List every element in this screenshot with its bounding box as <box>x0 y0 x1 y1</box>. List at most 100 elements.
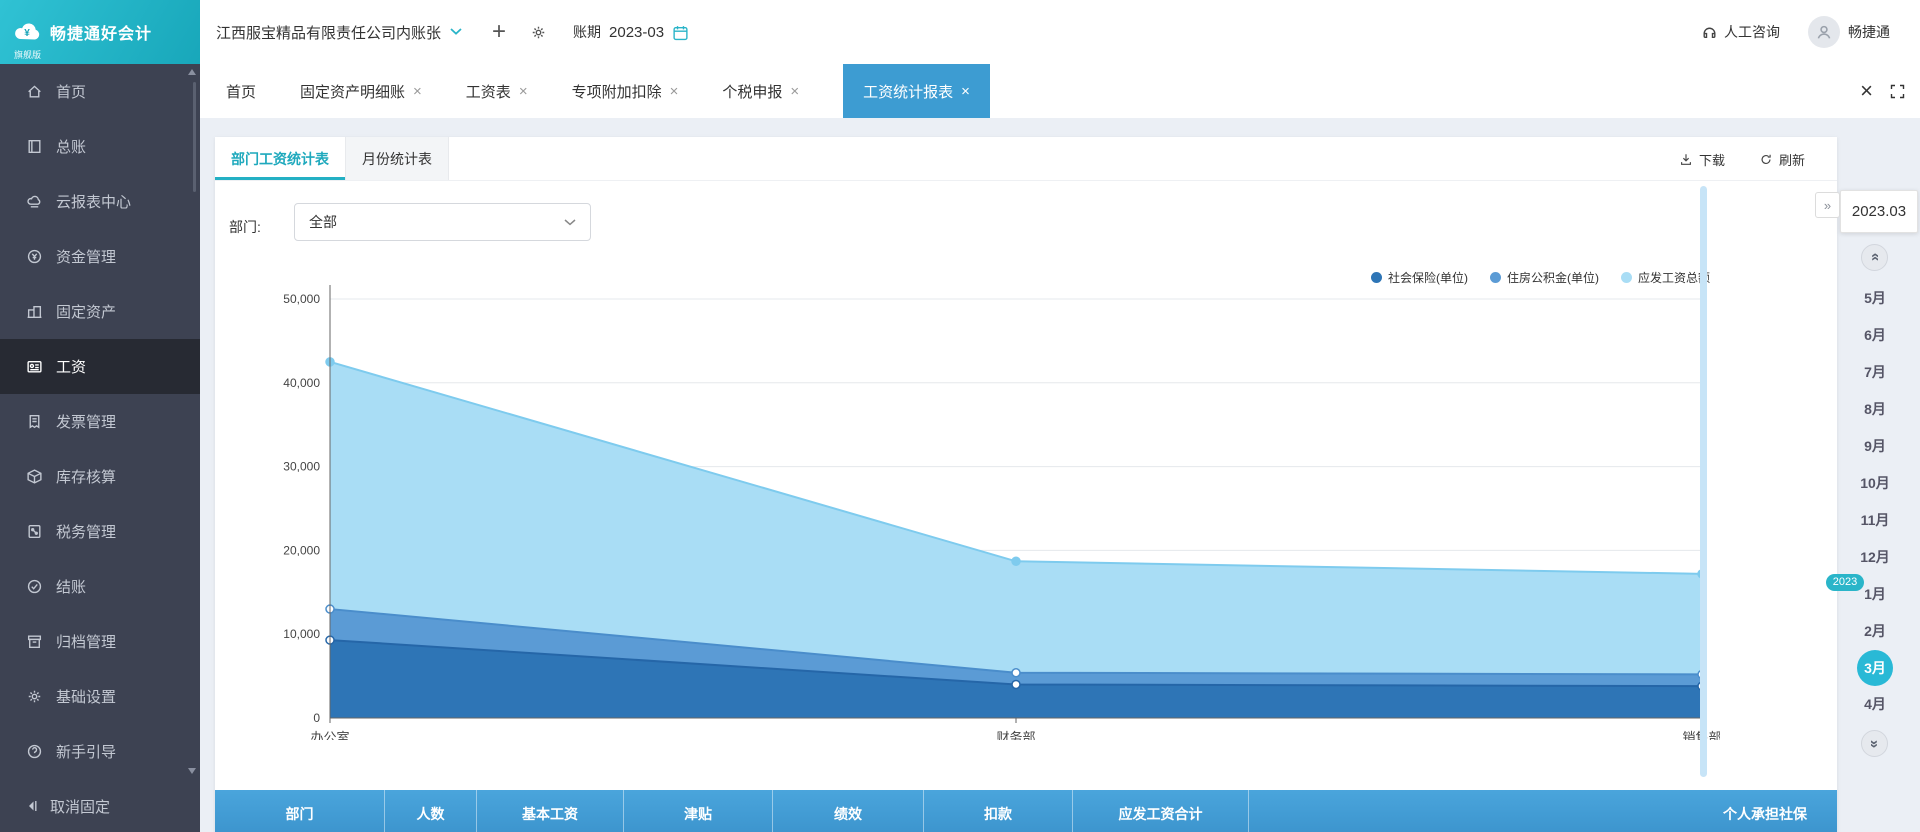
tab-label: 工资表 <box>465 83 511 101</box>
sidebar-item-label: 税务管理 <box>56 524 117 541</box>
tax-icon <box>28 524 41 539</box>
chevron-double-right-icon: » <box>1823 197 1832 213</box>
tab-fixed-asset-ledger[interactable]: 固定资产明细账 × <box>300 64 422 118</box>
close-tab-icon[interactable]: × <box>1860 78 1873 103</box>
legend-item-social-insurance[interactable]: 社会保险(单位) <box>1370 269 1468 286</box>
tab-tax-filing[interactable]: 个税申报 × <box>722 64 799 118</box>
sidebar-item-general-ledger[interactable]: 总账 <box>0 119 200 174</box>
ledger-icon <box>28 139 41 154</box>
sidebar-item-settings[interactable]: 基础设置 <box>0 669 200 724</box>
support-button[interactable]: 人工咨询 <box>1701 22 1780 42</box>
department-select[interactable]: 全部 <box>294 203 591 241</box>
settings-gear-button[interactable] <box>530 24 547 41</box>
download-button[interactable]: 下载 <box>1679 150 1725 169</box>
collapse-month-panel-button[interactable]: » <box>1815 192 1840 218</box>
refresh-button[interactable]: 刷新 <box>1759 150 1805 169</box>
tab-close-icon[interactable]: × <box>790 82 800 100</box>
period-selector[interactable]: 账期 2023-03 <box>573 22 689 42</box>
legend-label: 应发工资总额 <box>1637 271 1710 285</box>
month-item[interactable]: 10月 <box>1860 475 1890 491</box>
fullscreen-icon[interactable] <box>1889 83 1906 100</box>
year-badge: 2023 <box>1826 574 1864 591</box>
tab-home[interactable]: 首页 <box>226 64 256 118</box>
sidebar-item-label: 固定资产 <box>56 304 117 321</box>
sidebar-item-label: 云报表中心 <box>56 194 132 211</box>
chevron-down-icon <box>450 28 462 35</box>
tab-close-icon[interactable]: × <box>669 82 679 100</box>
tab-label: 专项附加扣除 <box>571 83 662 101</box>
sidebar-item-archive[interactable]: 归档管理 <box>0 614 200 669</box>
month-item[interactable]: 2月 <box>1864 623 1886 639</box>
sidebar-item-tax[interactable]: 税务管理 <box>0 504 200 559</box>
month-item[interactable]: 1月 <box>1864 586 1886 602</box>
tab-salary-sheet[interactable]: 工资表 × <box>466 64 528 118</box>
sidebar-item-inventory[interactable]: 库存核算 <box>0 449 200 504</box>
month-item[interactable]: 6月 <box>1864 327 1886 343</box>
company-selector[interactable]: 江西服宝精品有限责任公司内账张 <box>216 22 462 43</box>
svg-text:财务部: 财务部 <box>996 730 1035 740</box>
table-header-cell: 基本工资 <box>477 790 624 832</box>
box-icon <box>27 469 42 484</box>
legend-item-gross-salary[interactable]: 应发工资总额 <box>1620 269 1710 286</box>
sidebar-item-funds[interactable]: 资金管理 <box>0 229 200 284</box>
current-period-box[interactable]: 2023.03 <box>1840 190 1918 233</box>
sidebar-item-label: 发票管理 <box>56 414 117 431</box>
month-item-active[interactable]: 3月 <box>1857 650 1893 686</box>
sidebar-item-fixed-assets[interactable]: 固定资产 <box>0 284 200 339</box>
report-card: 部门工资统计表 月份统计表 下载 刷新 部门: 全部 <box>215 137 1837 832</box>
sidebar-item-invoice[interactable]: 发票管理 <box>0 394 200 449</box>
months-scroll-down-button[interactable]: » <box>1861 730 1888 757</box>
document-tabbar: 首页 固定资产明细账 × 工资表 × 专项附加扣除 × 个税申报 × 工资统计报… <box>200 64 1920 118</box>
chevron-double-down-icon: » <box>1866 739 1883 748</box>
legend-label: 社会保险(单位) <box>1387 271 1468 285</box>
svg-text:20,000: 20,000 <box>283 543 320 557</box>
month-item[interactable]: 4月 <box>1864 696 1886 712</box>
month-item[interactable]: 5月 <box>1864 290 1886 306</box>
avatar[interactable] <box>1808 16 1840 48</box>
tabbar-actions: × <box>1860 64 1906 118</box>
month-item[interactable]: 12月 <box>1860 549 1890 565</box>
sidebar-scroll-up-icon[interactable] <box>188 69 196 75</box>
sidebar-scroll-down-icon[interactable] <box>188 768 196 774</box>
sidebar-item-cloud-reports[interactable]: 云报表中心 <box>0 174 200 229</box>
tab-close-icon[interactable]: × <box>518 82 528 100</box>
months-scroll-up-button[interactable]: » <box>1861 244 1888 271</box>
refresh-label: 刷新 <box>1778 152 1805 168</box>
user-icon <box>1817 25 1831 39</box>
download-label: 下载 <box>1698 152 1725 168</box>
table-header-cell: 个人承担社保 <box>1723 806 1807 822</box>
main-content: 部门工资统计表 月份统计表 下载 刷新 部门: 全部 <box>200 118 1920 832</box>
report-subtabs: 部门工资统计表 月份统计表 <box>215 137 1837 181</box>
sidebar-item-label: 结账 <box>56 579 87 596</box>
month-item[interactable]: 11月 <box>1860 512 1890 528</box>
tab-close-icon[interactable]: × <box>413 82 422 100</box>
month-item[interactable]: 8月 <box>1864 401 1886 417</box>
tab-salary-report[interactable]: 工资统计报表 × <box>843 64 990 118</box>
sidebar-item-guide[interactable]: 新手引导 <box>0 724 200 779</box>
subtab-month-report[interactable]: 月份统计表 <box>346 137 449 180</box>
sidebar-item-label: 总账 <box>56 139 87 156</box>
sidebar-unpin-button[interactable]: 取消固定 <box>0 780 200 832</box>
sidebar-item-home[interactable]: 首页 <box>0 64 200 119</box>
brand-logo[interactable]: ¥ 畅捷通好会计 旗舰版 <box>0 0 200 64</box>
legend-item-housing-fund[interactable]: 住房公积金(单位) <box>1489 269 1599 286</box>
card-scrollbar[interactable] <box>1700 186 1707 777</box>
table-header-cell: 人数 <box>385 790 477 832</box>
subtab-department-report[interactable]: 部门工资统计表 <box>215 137 346 180</box>
cloud-report-icon <box>27 195 41 208</box>
month-item[interactable]: 7月 <box>1864 364 1886 380</box>
svg-text:¥: ¥ <box>24 28 30 39</box>
sidebar-scrollbar[interactable] <box>193 82 196 192</box>
sidebar-item-salary[interactable]: 工资 <box>0 339 200 394</box>
sidebar-item-closing[interactable]: 结账 <box>0 559 200 614</box>
check-circle-icon <box>27 579 42 594</box>
tab-special-deduction[interactable]: 专项附加扣除 × <box>572 64 679 118</box>
user-name[interactable]: 畅捷通 <box>1848 24 1890 40</box>
department-select-value: 全部 <box>309 214 337 230</box>
month-item[interactable]: 9月 <box>1864 438 1886 454</box>
tab-close-icon[interactable]: × <box>961 82 970 100</box>
sidebar-unpin-label: 取消固定 <box>50 798 111 816</box>
add-account-button[interactable]: + <box>492 18 507 45</box>
